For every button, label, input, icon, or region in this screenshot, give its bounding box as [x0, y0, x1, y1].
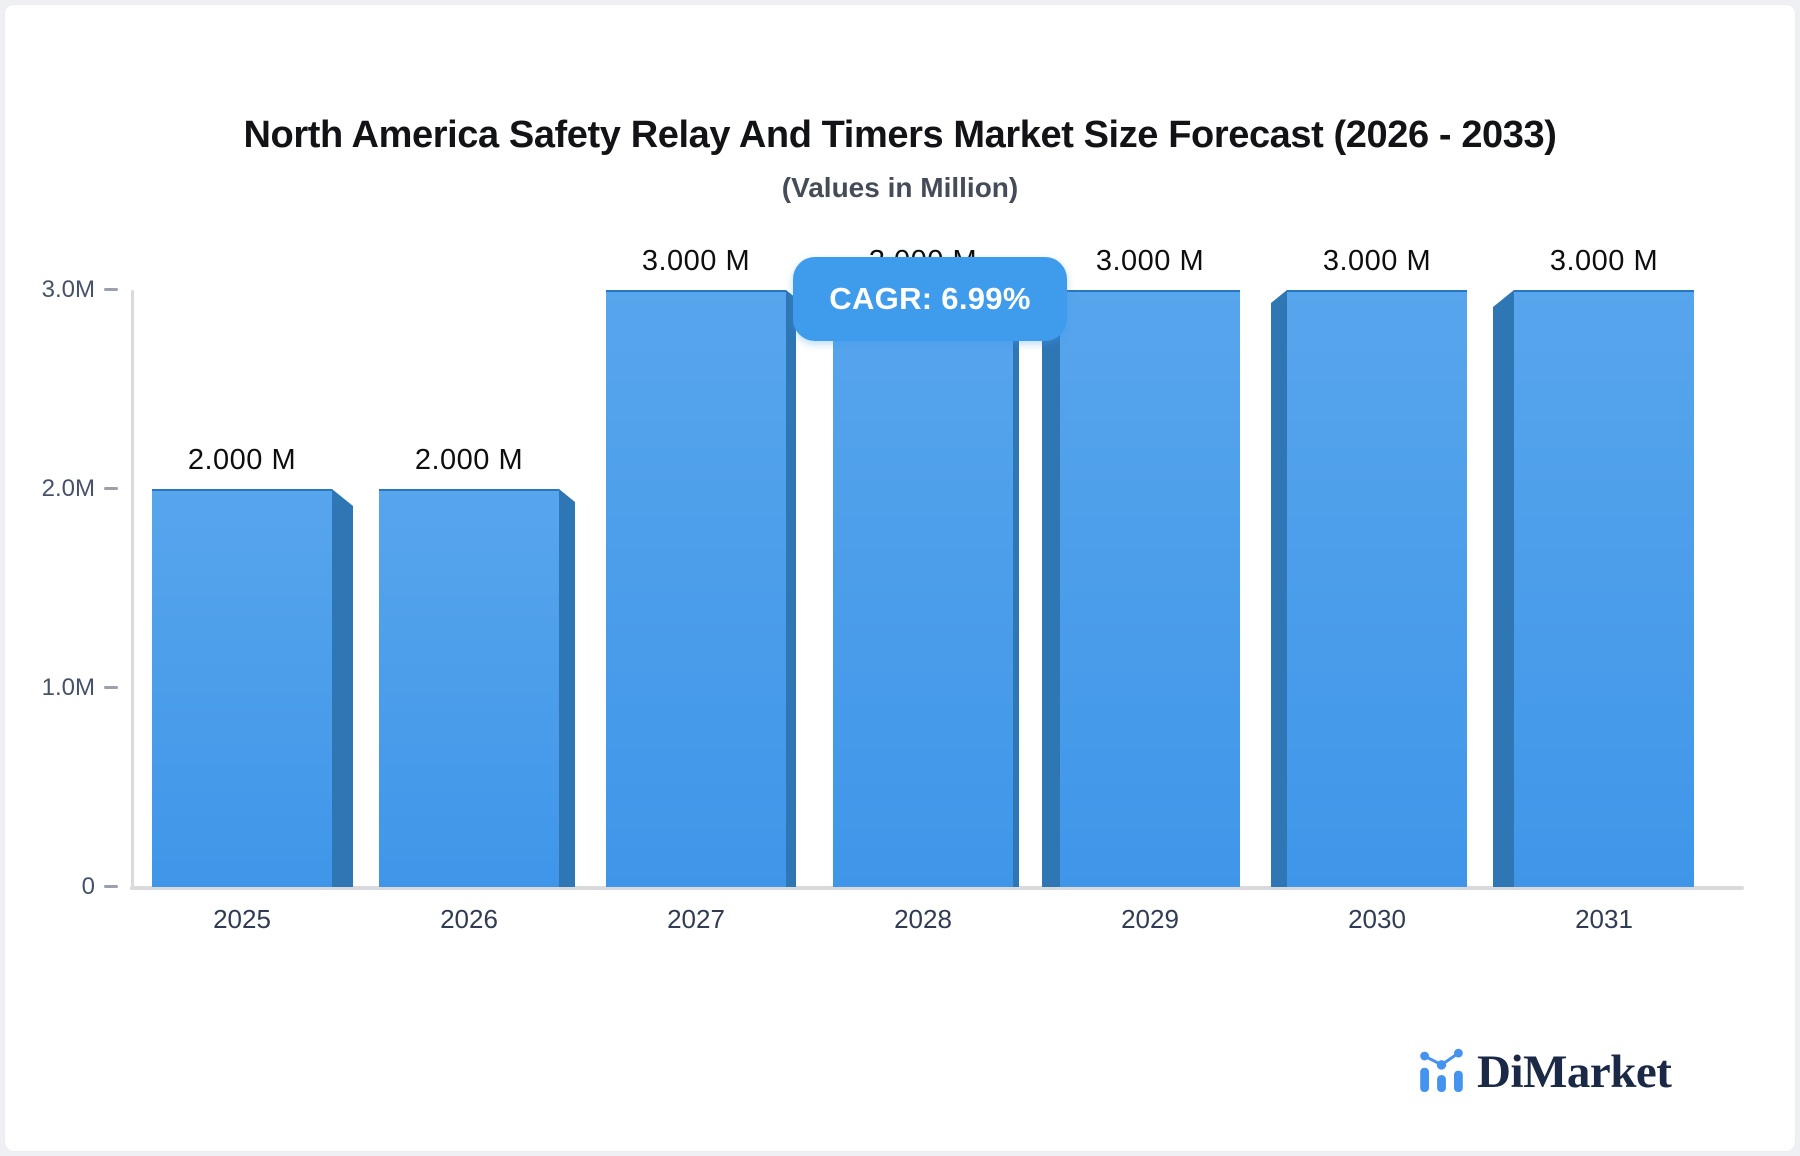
bar-chart-logo-icon: [1418, 1044, 1465, 1101]
x-axis-label: 2025: [213, 904, 271, 934]
bar-3d-side: [1493, 290, 1514, 887]
bar-2026[interactable]: [379, 489, 559, 887]
x-axis-label: 2026: [440, 904, 498, 934]
y-tick-mark: [104, 288, 118, 291]
bar-2027[interactable]: [606, 290, 786, 887]
bar-value-label: 2.000 M: [187, 444, 297, 476]
chart-title: North America Safety Relay And Timers Ma…: [243, 114, 1557, 156]
x-axis-label: 2028: [894, 904, 952, 934]
bar-3d-side: [559, 489, 575, 887]
y-tick-mark: [104, 487, 118, 490]
x-axis-label: 2029: [1121, 904, 1179, 934]
bar-3d-side: [786, 290, 796, 887]
x-axis-label: 2030: [1348, 904, 1406, 934]
x-axis-label: 2027: [667, 904, 725, 934]
bar-2025[interactable]: [152, 489, 332, 887]
y-axis-line: [131, 290, 134, 890]
y-tick-mark: [104, 885, 118, 888]
y-tick-label: 3.0M: [41, 276, 95, 303]
bar-2029[interactable]: [1060, 290, 1240, 887]
bar-3d-side: [332, 489, 353, 887]
bar-value-label: 3.000 M: [1095, 245, 1205, 277]
cagr-badge: CAGR: 6.99%: [793, 257, 1067, 341]
bar-2031[interactable]: [1514, 290, 1694, 887]
y-tick-label: 1.0M: [41, 674, 95, 701]
y-tick-mark: [104, 686, 118, 689]
bar-3d-side: [1042, 290, 1060, 887]
bar-value-label: 3.000 M: [1549, 245, 1659, 277]
bar-3d-side: [1013, 290, 1019, 887]
y-tick-label: 2.0M: [41, 475, 95, 502]
x-axis-label: 2031: [1575, 904, 1633, 934]
x-axis-baseline: [130, 886, 1744, 890]
brand-logo: DiMarket: [1418, 1040, 1672, 1104]
bar-value-label: 2.000 M: [414, 444, 524, 476]
bar-2028[interactable]: [833, 290, 1013, 887]
chart-subtitle: (Values in Million): [781, 172, 1019, 203]
bar-value-label: 3.000 M: [1322, 245, 1432, 277]
bar-3d-side: [1271, 290, 1287, 887]
brand-name: DiMarket: [1477, 1046, 1672, 1098]
bar-2030[interactable]: [1287, 290, 1467, 887]
y-tick-label: 0: [81, 873, 95, 900]
bar-value-label: 3.000 M: [641, 245, 751, 277]
